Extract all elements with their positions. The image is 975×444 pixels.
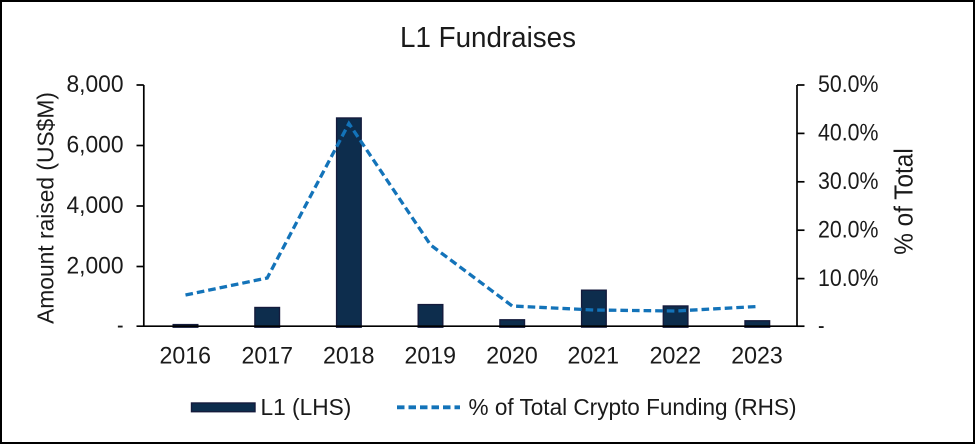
svg-text:2018: 2018 [323, 343, 375, 370]
svg-text:4,000: 4,000 [67, 192, 124, 219]
svg-text:40.0%: 40.0% [818, 120, 879, 147]
svg-text:% of Total Crypto Funding (RHS: % of Total Crypto Funding (RHS) [469, 394, 797, 420]
svg-text:2,000: 2,000 [67, 253, 124, 280]
svg-text:2022: 2022 [650, 343, 702, 370]
svg-text:30.0%: 30.0% [818, 168, 879, 195]
svg-text:% of Total: % of Total [890, 148, 918, 255]
svg-text:10.0%: 10.0% [818, 265, 879, 292]
svg-text:Amount raised (US$M): Amount raised (US$M) [33, 92, 59, 324]
svg-text:2017: 2017 [242, 343, 294, 370]
svg-text:L1 (LHS): L1 (LHS) [261, 394, 352, 420]
svg-text:6,000: 6,000 [67, 132, 124, 159]
svg-text:2019: 2019 [405, 343, 457, 370]
svg-text:20.0%: 20.0% [818, 216, 879, 243]
svg-text:2023: 2023 [731, 343, 783, 370]
svg-text:2021: 2021 [568, 343, 620, 370]
svg-text:8,000: 8,000 [67, 71, 124, 98]
svg-text:-: - [818, 312, 825, 339]
svg-text:2016: 2016 [160, 343, 212, 370]
svg-text:2020: 2020 [486, 343, 538, 370]
svg-text:50.0%: 50.0% [818, 71, 879, 98]
svg-text:-: - [117, 312, 124, 339]
svg-text:L1 Fundraises: L1 Fundraises [400, 22, 576, 54]
